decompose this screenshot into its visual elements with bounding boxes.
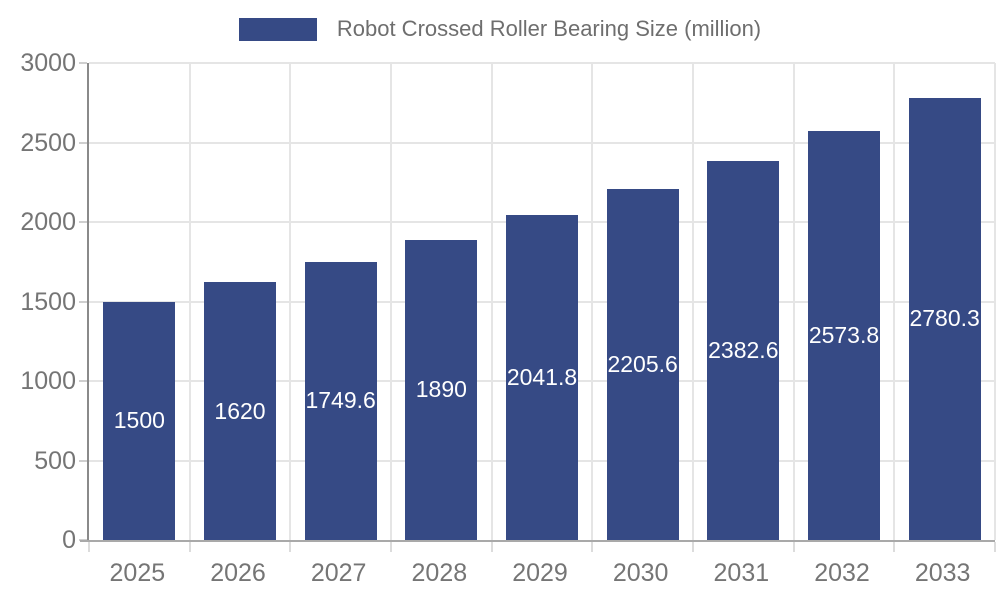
gridline-vertical (591, 63, 594, 540)
bar-value-label: 2573.8 (808, 321, 880, 348)
gridline-vertical (188, 63, 191, 540)
y-axis-tick (79, 221, 87, 223)
bar: 2041.8 (506, 215, 578, 540)
gridline-vertical (390, 63, 392, 540)
x-axis-tick (893, 542, 896, 552)
x-tick-label: 2032 (814, 559, 870, 587)
legend[interactable]: Robot Crossed Roller Bearing Size (milli… (0, 12, 1000, 46)
y-axis-tick (79, 62, 87, 64)
bar-value-label: 1500 (113, 407, 165, 434)
y-tick-label: 1500 (20, 287, 76, 316)
x-axis-tick (591, 542, 594, 552)
legend-label: Robot Crossed Roller Bearing Size (milli… (336, 16, 762, 41)
gridline-horizontal (89, 62, 995, 64)
bar-value-label: 2382.6 (708, 337, 779, 364)
y-tick-label: 2000 (20, 208, 76, 236)
x-tick-label: 2025 (109, 559, 166, 587)
x-tick-label: 2033 (914, 559, 971, 587)
bar-value-label: 2041.8 (506, 364, 578, 391)
gridline-vertical (994, 63, 996, 540)
bar: 1500 (103, 301, 176, 540)
bar: 2205.6 (606, 189, 679, 540)
x-tick-label: 2030 (612, 559, 669, 587)
x-axis-line (80, 540, 995, 542)
x-axis-tick (390, 542, 392, 552)
y-tick-label: 1000 (20, 367, 76, 395)
x-axis-tick (88, 542, 90, 552)
bar-value-label: 1890 (415, 376, 467, 403)
x-tick-label: 2029 (512, 559, 568, 587)
y-tick-label: 2500 (20, 128, 76, 157)
gridline-horizontal (89, 141, 995, 144)
bar: 2573.8 (808, 130, 880, 540)
y-axis: 0 500 1000 1500 2000 2500 3000 (0, 49, 76, 554)
y-axis-tick (79, 300, 87, 303)
y-tick-label: 500 (34, 446, 76, 475)
x-tick-label: 2027 (310, 559, 367, 587)
plot-area: 1500 1620 1749.6 1890 2041.8 2205.6 2382.6 2573… (79, 62, 996, 552)
bar: 1890 (405, 239, 478, 540)
y-axis-tick (79, 459, 87, 462)
bar: 1749.6 (304, 261, 377, 540)
y-tick-label: 3000 (20, 49, 76, 77)
x-tick-label: 2028 (411, 559, 468, 587)
x-axis: 2025 2026 2027 2028 2029 2030 2031 2032 2033 (87, 556, 993, 596)
x-axis-tick (692, 542, 694, 552)
bar-value-label: 1620 (214, 397, 266, 424)
x-axis-tick (490, 542, 493, 552)
gridline-vertical (792, 63, 795, 540)
x-tick-label: 2031 (713, 559, 770, 587)
y-axis-tick (79, 141, 87, 144)
bar: 2780.3 (908, 97, 981, 540)
x-axis-tick (289, 542, 292, 552)
gridline-vertical (490, 63, 493, 540)
gridline-vertical (893, 63, 896, 540)
y-tick-label: 0 (62, 526, 76, 554)
bar-value-label: 1749.6 (305, 387, 376, 414)
x-axis-tick (188, 542, 191, 552)
x-axis-tick (792, 542, 795, 552)
y-axis-tick (79, 380, 87, 382)
legend-swatch (238, 17, 317, 41)
gridline-vertical (289, 63, 292, 540)
bar: 1620 (204, 282, 276, 540)
bar: 2382.6 (707, 161, 780, 540)
x-tick-label: 2026 (210, 559, 266, 587)
x-axis-tick (994, 542, 996, 552)
bar-value-label: 2780.3 (909, 305, 980, 332)
bar-value-label: 2205.6 (607, 351, 678, 378)
gridline-vertical (692, 63, 694, 540)
